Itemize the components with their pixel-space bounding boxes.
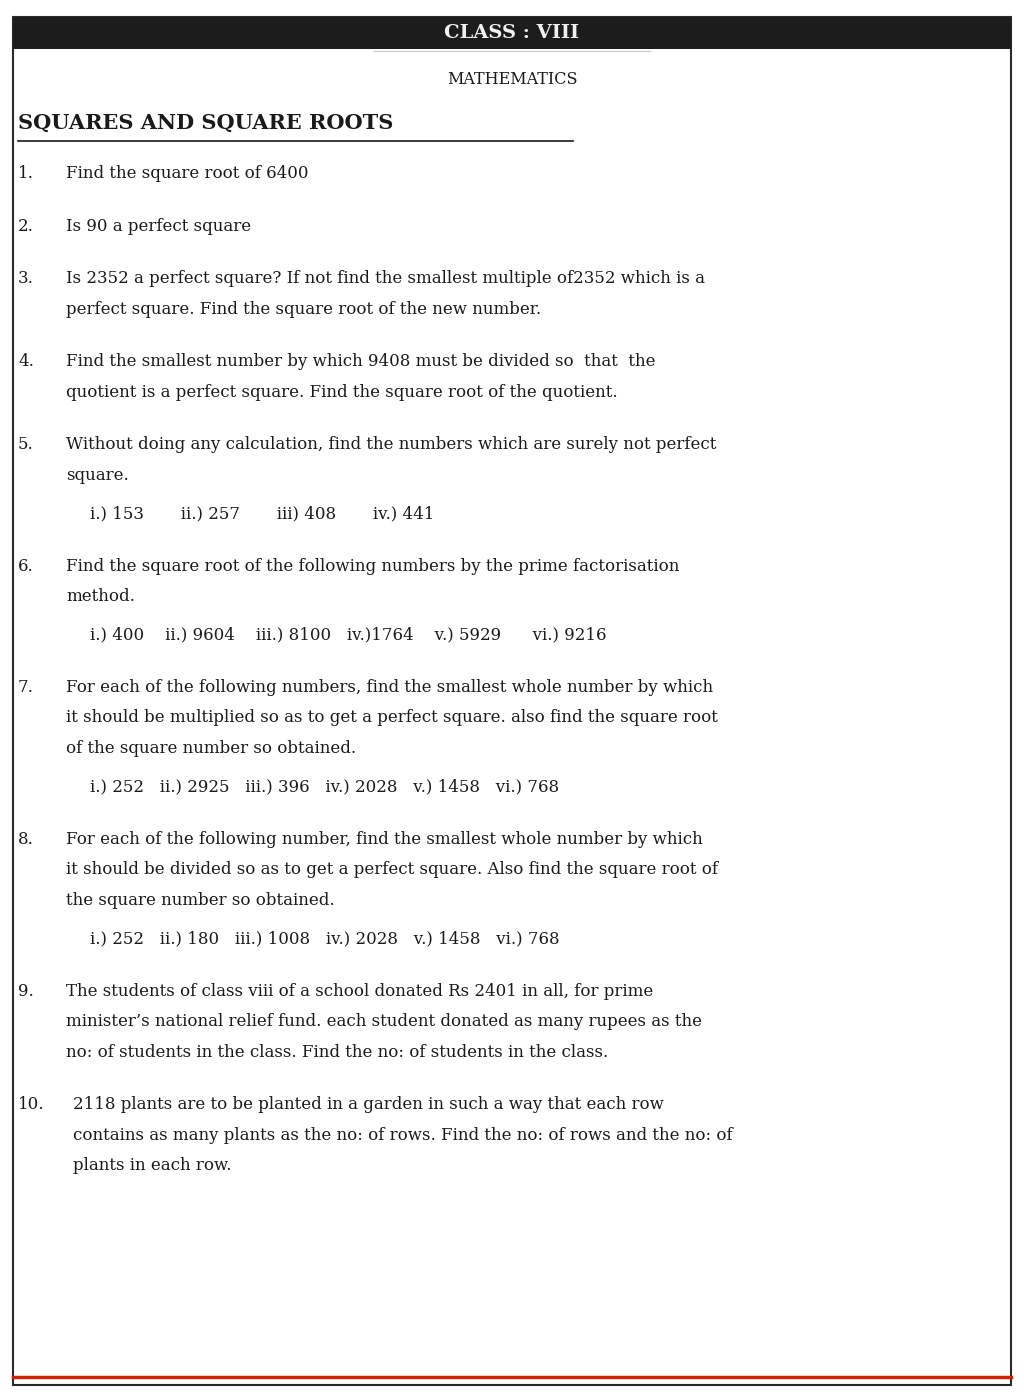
Text: i.) 252   ii.) 180   iii.) 1008   iv.) 2028   v.) 1458   vi.) 768: i.) 252 ii.) 180 iii.) 1008 iv.) 2028 v.… [90,930,560,947]
Text: Find the square root of the following numbers by the prime factorisation: Find the square root of the following nu… [66,557,679,574]
Text: i.) 400    ii.) 9604    iii.) 8100   iv.)1764    v.) 5929      vi.) 9216: i.) 400 ii.) 9604 iii.) 8100 iv.)1764 v.… [90,626,606,644]
Text: For each of the following numbers, find the smallest whole number by which: For each of the following numbers, find … [66,679,713,696]
Text: i.) 153       ii.) 257       iii) 408       iv.) 441: i.) 153 ii.) 257 iii) 408 iv.) 441 [90,504,434,522]
Text: contains as many plants as the no: of rows. Find the no: of rows and the no: of: contains as many plants as the no: of ro… [73,1127,732,1144]
Text: 5.: 5. [18,436,34,453]
Text: 2.: 2. [18,218,34,235]
Bar [13,17,1011,49]
Text: 9.: 9. [18,983,34,1000]
Text: of the square number so obtained.: of the square number so obtained. [66,740,356,757]
Text: it should be divided so as to get a perfect square. Also find the square root of: it should be divided so as to get a perf… [66,862,718,879]
Text: quotient is a perfect square. Find the square root of the quotient.: quotient is a perfect square. Find the s… [66,384,617,401]
Text: Is 2352 a perfect square? If not find the smallest multiple of2352 which is a: Is 2352 a perfect square? If not find th… [66,270,705,286]
Text: Without doing any calculation, find the numbers which are surely not perfect: Without doing any calculation, find the … [66,436,717,453]
Text: 10.: 10. [18,1097,44,1113]
Text: i.) 252   ii.) 2925   iii.) 396   iv.) 2028   v.) 1458   vi.) 768: i.) 252 ii.) 2925 iii.) 396 iv.) 2028 v.… [90,778,559,795]
Text: The students of class viii of a school donated Rs 2401 in all, for prime: The students of class viii of a school d… [66,983,653,1000]
Text: SQUARES AND SQUARE ROOTS: SQUARES AND SQUARE ROOTS [18,113,393,133]
Text: 7.: 7. [18,679,34,696]
Text: square.: square. [66,467,129,483]
Text: perfect square. Find the square root of the new number.: perfect square. Find the square root of … [66,300,541,317]
Text: Find the smallest number by which 9408 must be divided so  that  the: Find the smallest number by which 9408 m… [66,353,655,370]
Text: method.: method. [66,588,135,605]
Text: CLASS : VIII: CLASS : VIII [444,24,580,42]
Text: minister’s national relief fund. each student donated as many rupees as the: minister’s national relief fund. each st… [66,1013,702,1031]
Text: MATHEMATICS: MATHEMATICS [446,71,578,88]
Text: no: of students in the class. Find the no: of students in the class.: no: of students in the class. Find the n… [66,1044,608,1060]
Text: it should be multiplied so as to get a perfect square. also find the square root: it should be multiplied so as to get a p… [66,710,718,726]
Text: 3.: 3. [18,270,34,286]
Text: 4.: 4. [18,353,34,370]
Text: Is 90 a perfect square: Is 90 a perfect square [66,218,251,235]
Text: Find the square root of 6400: Find the square root of 6400 [66,165,308,182]
Text: 6.: 6. [18,557,34,574]
Text: 2118 plants are to be planted in a garden in such a way that each row: 2118 plants are to be planted in a garde… [73,1097,664,1113]
Text: 1.: 1. [18,165,34,182]
Text: For each of the following number, find the smallest whole number by which: For each of the following number, find t… [66,831,702,848]
Text: the square number so obtained.: the square number so obtained. [66,893,335,909]
Text: plants in each row.: plants in each row. [73,1158,231,1175]
Text: 8.: 8. [18,831,34,848]
